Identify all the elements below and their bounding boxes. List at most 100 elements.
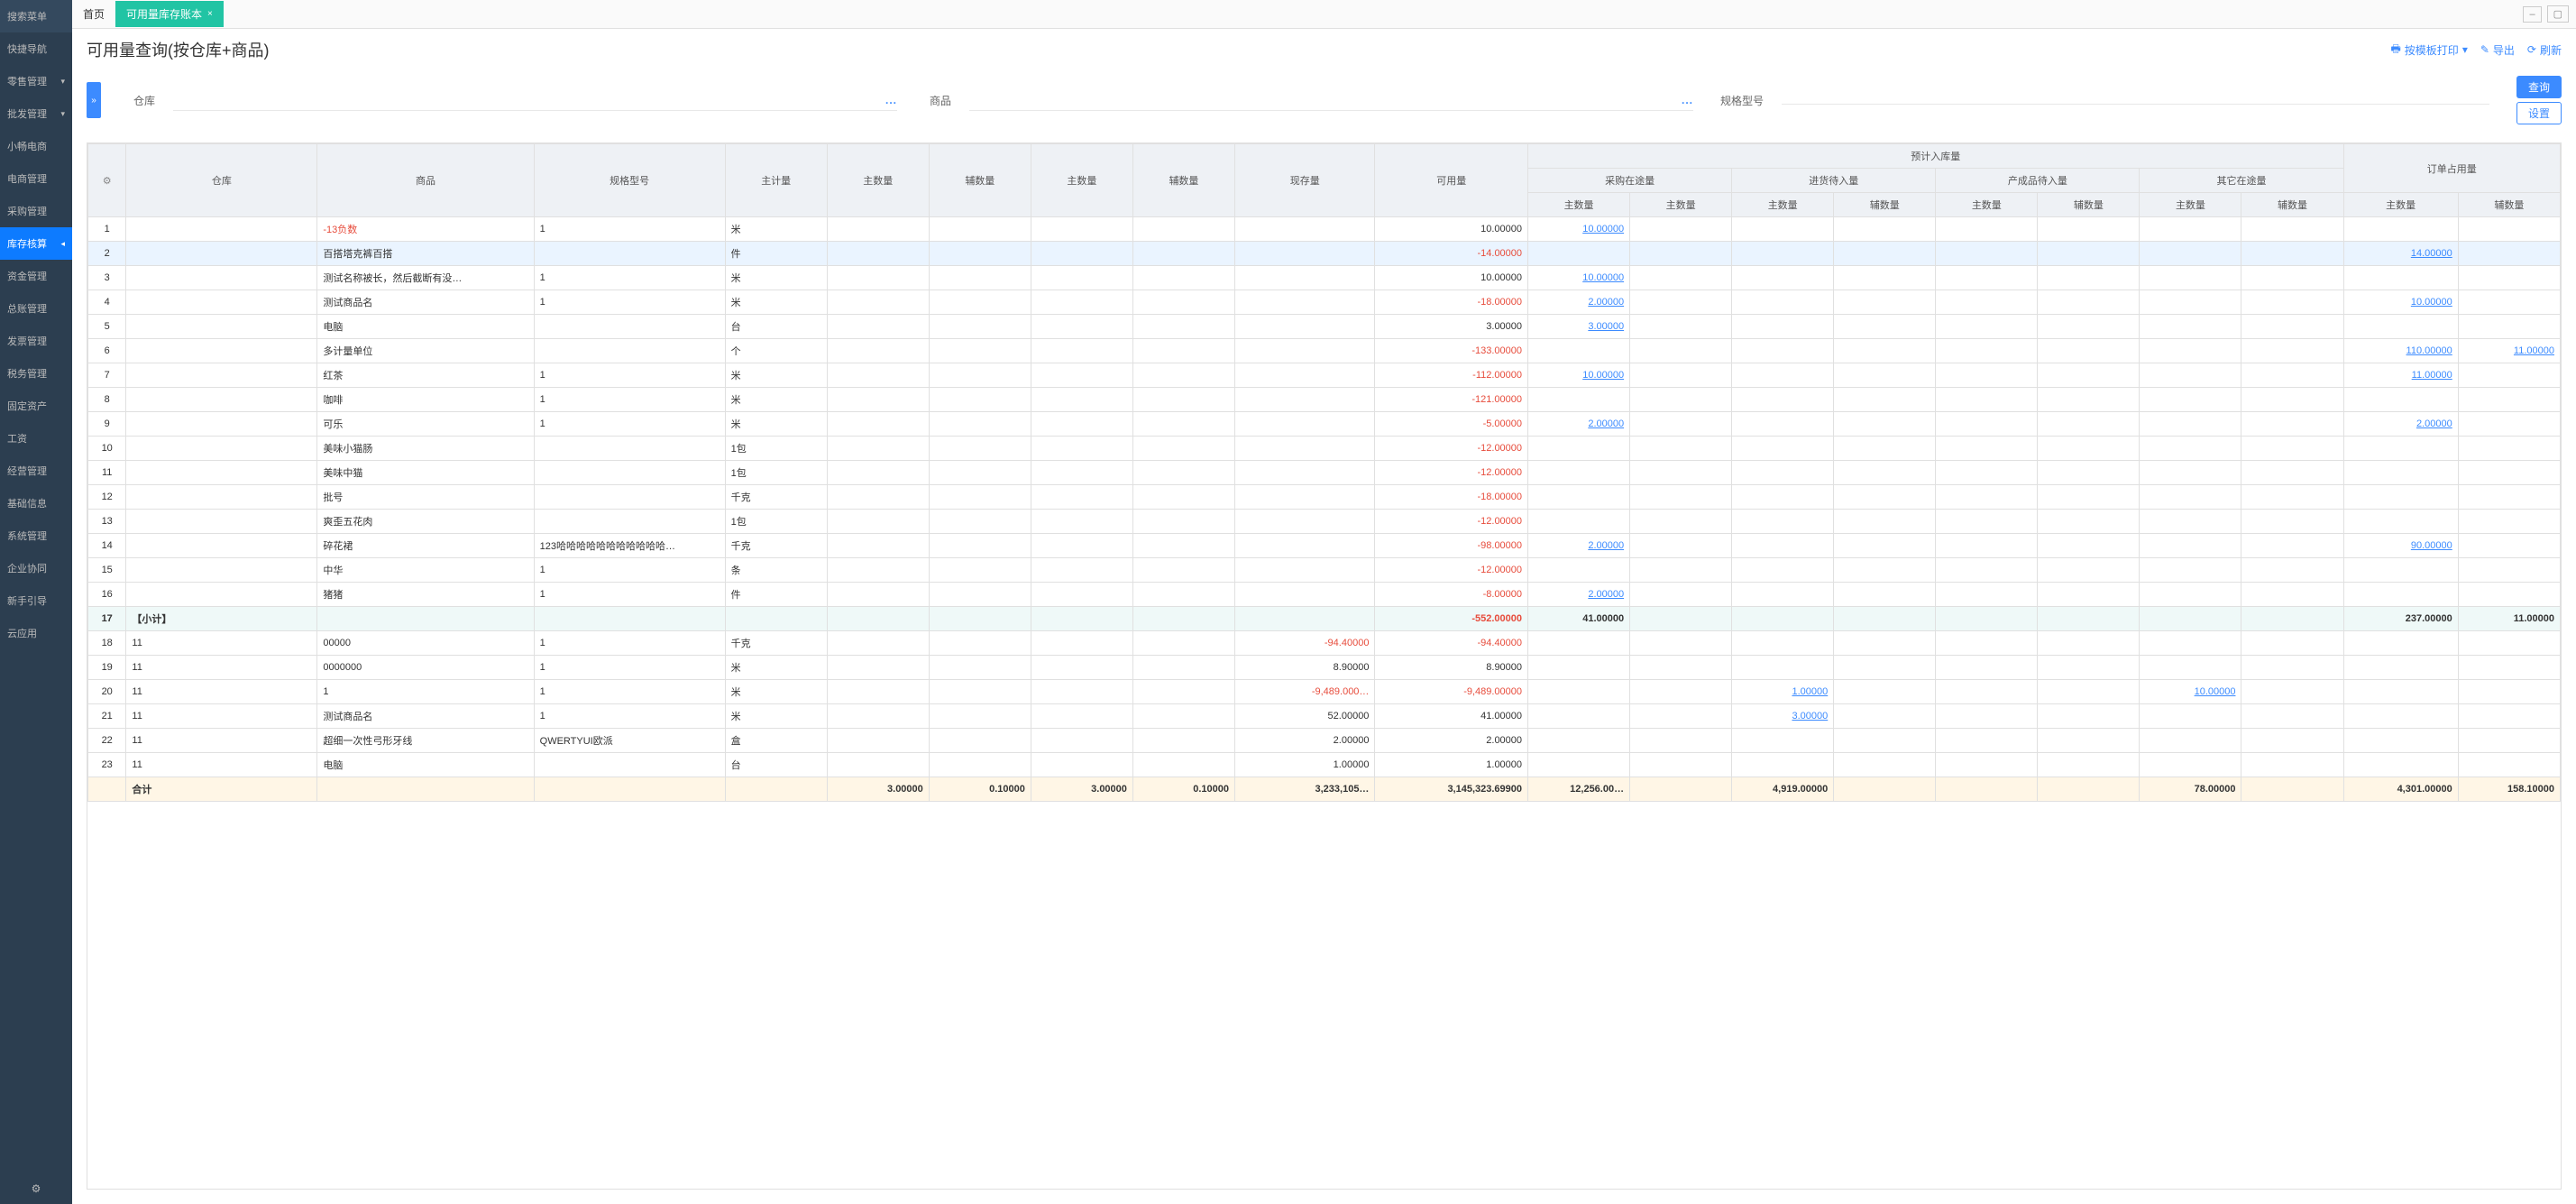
- sidebar-item-8[interactable]: 资金管理: [0, 260, 72, 292]
- data-table-wrap[interactable]: ⚙ 仓库 商品 规格型号 主计量 主数量 辅数量 主数量 辅数量 现存量 可用量…: [87, 142, 2562, 1190]
- export-button[interactable]: ✎导出: [2480, 42, 2515, 58]
- drill-link[interactable]: 10.00000: [2411, 297, 2452, 308]
- table-row[interactable]: 5电脑台3.000003.00000: [88, 315, 2561, 339]
- drill-link[interactable]: 3.00000: [1792, 711, 1828, 721]
- table-row[interactable]: 16猪猪1件-8.000002.00000: [88, 583, 2561, 607]
- sidebar-item-15[interactable]: 基础信息: [0, 487, 72, 519]
- drill-link[interactable]: 10.00000: [2195, 686, 2236, 697]
- close-icon[interactable]: ×: [207, 9, 213, 19]
- drill-link[interactable]: 2.00000: [1588, 297, 1624, 308]
- sidebar-item-3[interactable]: 批发管理▾: [0, 97, 72, 130]
- tab-inventory-ledger[interactable]: 可用量库存账本 ×: [115, 1, 224, 27]
- drill-link[interactable]: 10.00000: [1582, 370, 1624, 381]
- filter-spec-input[interactable]: [1782, 97, 2489, 105]
- drill-link[interactable]: 2.00000: [1588, 540, 1624, 551]
- table-row[interactable]: 6多计量单位个-133.00000110.0000011.00000: [88, 339, 2561, 363]
- sidebar-item-6[interactable]: 采购管理: [0, 195, 72, 227]
- table-row[interactable]: 17【小计】-552.0000041.00000237.0000011.0000…: [88, 607, 2561, 631]
- col-aux-qty[interactable]: 辅数量: [929, 144, 1031, 217]
- filter-warehouse-input[interactable]: ...: [173, 90, 897, 111]
- table-row[interactable]: 201111米-9,489.000…-9,489.000001.0000010.…: [88, 680, 2561, 704]
- table-row[interactable]: 4测试商品名1米-18.000002.0000010.00000: [88, 290, 2561, 315]
- settings-button[interactable]: 设置: [2516, 102, 2562, 124]
- drill-link[interactable]: 14.00000: [2411, 248, 2452, 259]
- sidebar-item-18[interactable]: 新手引导: [0, 584, 72, 617]
- settings-gear-icon[interactable]: ⚙: [0, 1173, 72, 1204]
- more-icon[interactable]: ...: [1682, 94, 1693, 106]
- table-row[interactable]: 15中华1条-12.00000: [88, 558, 2561, 583]
- gear-icon[interactable]: ⚙: [88, 144, 126, 217]
- col-warehouse[interactable]: 仓库: [126, 144, 317, 217]
- tab-home[interactable]: 首页: [72, 1, 115, 27]
- sidebar-item-1[interactable]: 快捷导航: [0, 32, 72, 65]
- table-row[interactable]: 2百搭塔克裤百搭件-14.0000014.00000: [88, 242, 2561, 266]
- sidebar-item-16[interactable]: 系统管理: [0, 519, 72, 552]
- table-row[interactable]: 2211超细一次性弓形牙线QWERTYUI欧派盒2.000002.00000: [88, 729, 2561, 753]
- col-purchase-transit[interactable]: 采购在途量: [1528, 169, 1732, 193]
- sidebar-item-19[interactable]: 云应用: [0, 617, 72, 649]
- sidebar-item-2[interactable]: 零售管理▾: [0, 65, 72, 97]
- col-main-qty[interactable]: 主数量: [827, 144, 929, 217]
- drill-link[interactable]: 2.00000: [1588, 418, 1624, 429]
- col-aux-qty2[interactable]: 辅数量: [1132, 144, 1234, 217]
- table-row[interactable]: 14碎花裙123哈哈哈哈哈哈哈哈哈哈哈…千克-98.000002.0000090…: [88, 534, 2561, 558]
- col-available[interactable]: 可用量: [1375, 144, 1528, 217]
- chevron-down-icon: ▾: [60, 109, 65, 119]
- refresh-button[interactable]: ⟳刷新: [2527, 42, 2562, 58]
- expand-toggle[interactable]: »: [87, 82, 101, 118]
- table-row[interactable]: 1-13负数1米10.0000010.00000: [88, 217, 2561, 242]
- sidebar-item-7[interactable]: 库存核算◂: [0, 227, 72, 260]
- sidebar-item-13[interactable]: 工资: [0, 422, 72, 455]
- sidebar-item-9[interactable]: 总账管理: [0, 292, 72, 325]
- drill-link[interactable]: 2.00000: [2416, 418, 2452, 429]
- col-arrival-pending[interactable]: 进货待入量: [1732, 169, 1936, 193]
- more-icon[interactable]: ...: [885, 94, 897, 106]
- col-expected-in[interactable]: 预计入库量: [1528, 144, 2344, 169]
- sidebar-item-17[interactable]: 企业协同: [0, 552, 72, 584]
- print-button[interactable]: 🖶按模板打印▾: [2390, 41, 2467, 60]
- drill-link[interactable]: 2.00000: [1588, 589, 1624, 600]
- filter-product-input[interactable]: ...: [969, 90, 1693, 111]
- sidebar-item-12[interactable]: 固定资产: [0, 390, 72, 422]
- drill-link[interactable]: 11.00000: [2412, 370, 2452, 381]
- sidebar-item-5[interactable]: 电商管理: [0, 162, 72, 195]
- drill-link[interactable]: 10.00000: [1582, 224, 1624, 234]
- drill-link[interactable]: 3.00000: [1588, 321, 1624, 332]
- col-other-transit[interactable]: 其它在途量: [2140, 169, 2343, 193]
- col-main-qty2[interactable]: 主数量: [1031, 144, 1132, 217]
- col-spec[interactable]: 规格型号: [534, 144, 725, 217]
- table-row[interactable]: 12批号千克-18.00000: [88, 485, 2561, 510]
- table-row[interactable]: 8咖啡1米-121.00000: [88, 388, 2561, 412]
- row-index: 10: [88, 437, 126, 461]
- drill-link[interactable]: 1.00000: [1792, 686, 1828, 697]
- table-row[interactable]: 1811000001千克-94.40000-94.40000: [88, 631, 2561, 656]
- table-row[interactable]: 13爽歪五花肉1包-12.00000: [88, 510, 2561, 534]
- sidebar-item-11[interactable]: 税务管理: [0, 357, 72, 390]
- col-main-unit[interactable]: 主计量: [725, 144, 827, 217]
- sidebar-item-0[interactable]: 搜索菜单: [0, 0, 72, 32]
- table-row[interactable]: 3测试名称被长，然后截断有没…1米10.0000010.00000: [88, 266, 2561, 290]
- drill-link[interactable]: 11.00000: [2514, 345, 2554, 356]
- col-order-occupied[interactable]: 订单占用量: [2343, 144, 2560, 193]
- col-product[interactable]: 商品: [317, 144, 534, 217]
- drill-link[interactable]: 110.00000: [2406, 345, 2452, 356]
- drill-link[interactable]: 10.00000: [1582, 272, 1624, 283]
- query-button[interactable]: 查询: [2516, 76, 2562, 98]
- sidebar-item-10[interactable]: 发票管理: [0, 325, 72, 357]
- col-finished-pending[interactable]: 产成品待入量: [1936, 169, 2140, 193]
- table-row[interactable]: 2111测试商品名1米52.0000041.000003.00000: [88, 704, 2561, 729]
- cell-product: 电脑: [317, 753, 534, 777]
- col-stock[interactable]: 现存量: [1234, 144, 1374, 217]
- table-row[interactable]: 10美味小猫肠1包-12.00000: [88, 437, 2561, 461]
- minimize-button[interactable]: –: [2523, 6, 2541, 23]
- table-row[interactable]: 2311电脑台1.000001.00000: [88, 753, 2561, 777]
- sidebar-item-4[interactable]: 小畅电商: [0, 130, 72, 162]
- table-row[interactable]: 7红茶1米-112.0000010.0000011.00000: [88, 363, 2561, 388]
- table-row[interactable]: 11美味中猫1包-12.00000: [88, 461, 2561, 485]
- table-row[interactable]: 191100000001米8.900008.90000: [88, 656, 2561, 680]
- maximize-button[interactable]: ▢: [2547, 5, 2569, 23]
- drill-link[interactable]: 90.00000: [2411, 540, 2452, 551]
- sidebar-item-14[interactable]: 经营管理: [0, 455, 72, 487]
- table-row[interactable]: 9可乐1米-5.000002.000002.00000: [88, 412, 2561, 437]
- cell-pt-main: 2.00000: [1528, 534, 1630, 558]
